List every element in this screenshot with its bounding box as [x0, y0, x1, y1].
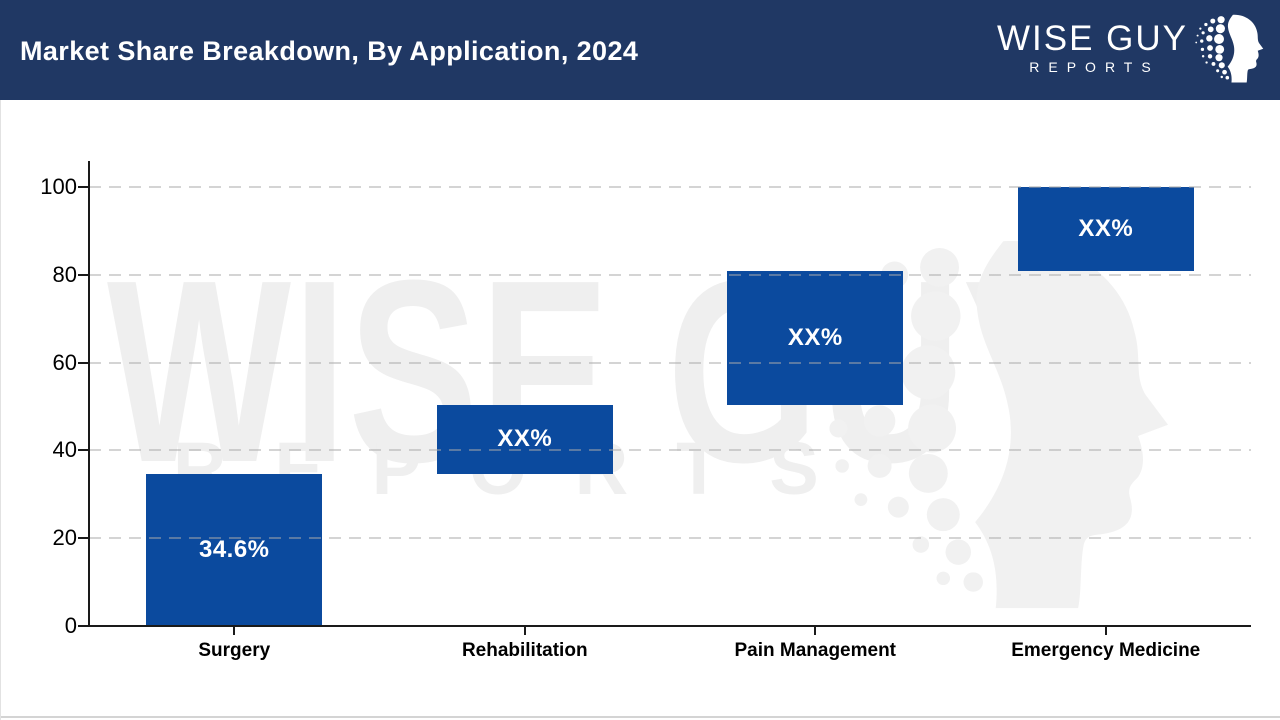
gridline [89, 361, 1251, 364]
y-tick-mark [78, 186, 88, 188]
plot-area: 34.6% XX% XX% XX% 0 20 40 60 80 100 Surgery Rehabi… [40, 161, 1251, 661]
x-tick-mark [1104, 626, 1107, 635]
gridline [89, 186, 1251, 188]
y-tick-mark [78, 537, 88, 540]
x-tick-label: Pain Management [734, 640, 897, 661]
bar-value-label: XX% [497, 425, 553, 453]
bar-value-label: XX% [787, 323, 843, 351]
page-title: Market Share Breakdown, By Application, … [20, 36, 639, 66]
x-tick-mark [233, 626, 236, 635]
logo-head-icon [1190, 8, 1266, 88]
bar [1017, 187, 1194, 271]
x-tick-label: Emergency Medicine [1011, 640, 1201, 661]
logo-text: WISE GUY REPORTS [996, 19, 1188, 75]
x-axis-line [87, 625, 1251, 627]
y-tick-mark [78, 273, 88, 276]
bar [436, 404, 613, 475]
chart-canvas: WISE GUY REPORTS 34.6%XX%XX%XX% 02040608… [0, 100, 1280, 720]
bar [146, 474, 323, 626]
gridline [89, 273, 1251, 276]
y-axis-line [88, 161, 90, 627]
y-tick-mark [78, 361, 88, 364]
y-tick-mark [78, 449, 88, 452]
bars-layer [89, 163, 1251, 626]
x-tick-label: Rehabilitation [461, 640, 588, 661]
axes-layer: 0 20 40 60 80 100 Surgery Rehabilitation Pain Ma… [40, 161, 1251, 661]
logo-subtitle: REPORTS [1029, 58, 1160, 75]
gridline [89, 537, 1251, 540]
x-tick-mark [523, 626, 526, 635]
x-tick-mark [814, 626, 817, 635]
grid-layer [89, 163, 1251, 626]
y-tick-label: 80 [52, 261, 77, 287]
y-tick-label: 20 [52, 525, 77, 551]
y-tick-label: 0 [64, 613, 77, 638]
header: Market Share Breakdown, By Application, … [0, 0, 1280, 100]
logo-wordmark: WISE GUY [996, 19, 1188, 59]
x-tick-label: Surgery [198, 640, 271, 661]
y-tick-mark [78, 625, 88, 627]
y-tick-label: 40 [52, 437, 77, 463]
bar-value-label: 34.6% [198, 536, 270, 564]
y-tick-label: 100 [40, 174, 77, 199]
bar [727, 270, 904, 405]
y-tick-label: 60 [52, 349, 77, 375]
footer-divider [1, 716, 1280, 718]
labels-layer: 34.6% XX% XX% XX% [89, 163, 1251, 626]
wise-guy-logo: WISE GUY REPORTS [997, 8, 1266, 88]
gridline [89, 449, 1251, 452]
bar-value-label: XX% [1078, 214, 1134, 242]
